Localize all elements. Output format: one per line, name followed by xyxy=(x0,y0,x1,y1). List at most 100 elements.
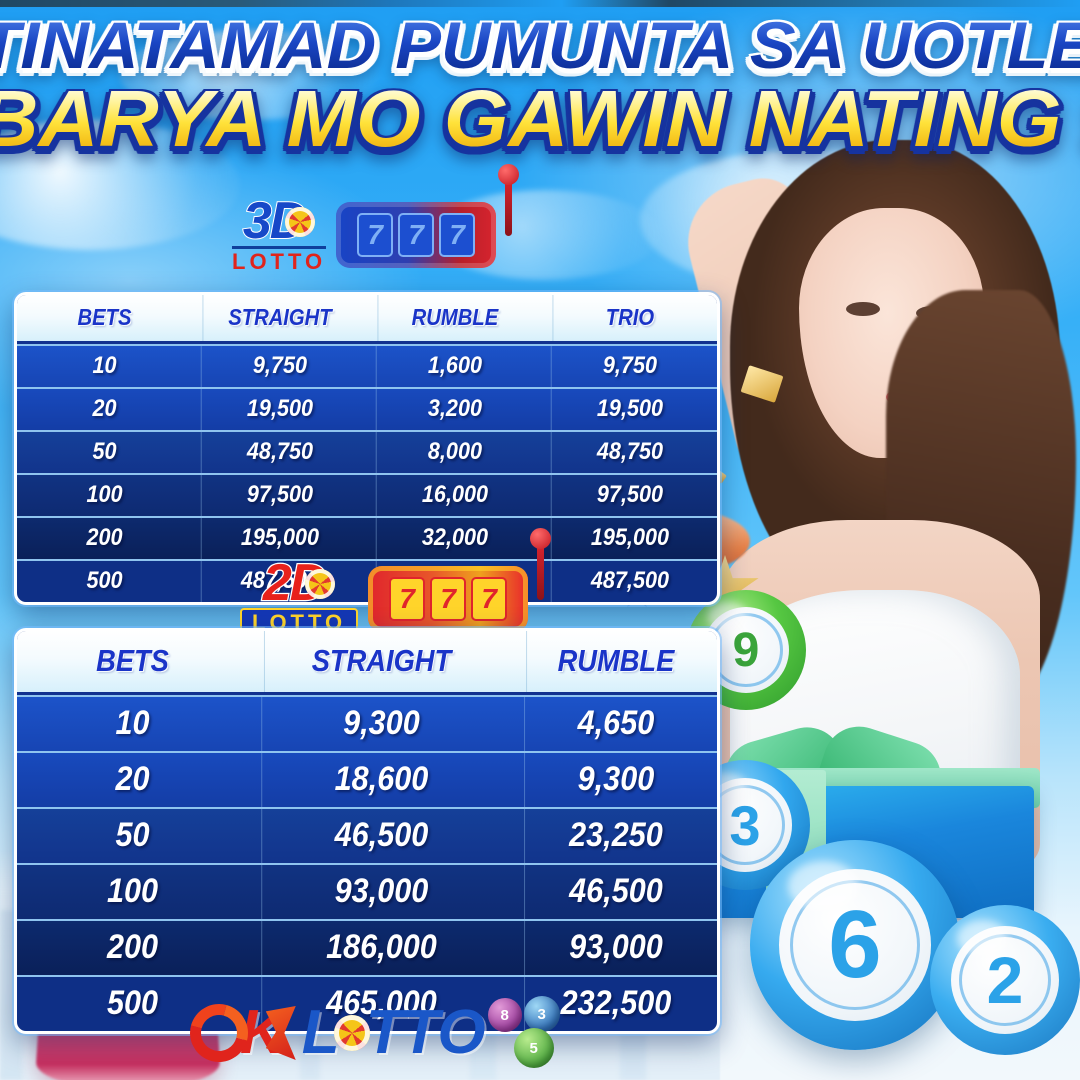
slot-reel: 7 xyxy=(471,576,508,621)
cell-straight: 48,750 xyxy=(200,432,359,473)
column-header-straight: STRAIGHT xyxy=(263,631,498,692)
cell-trio: 195,000 xyxy=(550,518,709,559)
cell-rumble: 3,200 xyxy=(375,389,534,430)
lottery-ball-2: 2 xyxy=(930,905,1080,1055)
cell-trio: 48,750 xyxy=(550,432,709,473)
table-row: 10 9,300 4,650 xyxy=(17,695,717,751)
column-header-rumble: RUMBLE xyxy=(377,295,532,341)
brand-digits-3d: 3D xyxy=(242,194,316,248)
headline-line-2: BARYA MO GAWIN NATING 9,750! xyxy=(0,78,1080,158)
cell-trio: 487,500 xyxy=(550,561,709,602)
lotto-letters-tt: TT xyxy=(365,998,440,1067)
brand-mark-2d: 2D LOTTO xyxy=(240,556,359,638)
oklotto-brand-logo: K L TT O 8 3 5 xyxy=(179,993,572,1073)
philippine-sun-icon xyxy=(285,207,316,238)
cell-rumble: 93,000 xyxy=(524,921,707,975)
cell-rumble: 8,000 xyxy=(375,432,534,473)
cell-bets: 200 xyxy=(106,928,159,966)
column-header-trio: TRIO xyxy=(552,295,707,341)
table-row: 100 93,000 46,500 xyxy=(17,863,717,919)
cell-straight: 9,750 xyxy=(200,346,359,387)
lotto-wordmark: L TT O xyxy=(301,998,486,1067)
logo-3d-lotto: 3D LOTTO 7 7 7 xyxy=(232,164,520,273)
cell-straight: 18,600 xyxy=(261,753,500,807)
philippine-sun-icon xyxy=(305,569,336,600)
slot-reel: 7 xyxy=(389,576,426,621)
model-eye xyxy=(846,302,880,316)
cell-bets: 20 xyxy=(92,395,117,422)
cell-bets: 500 xyxy=(106,984,159,1022)
cell-straight: 195,000 xyxy=(200,518,359,559)
philippine-sun-icon xyxy=(333,1015,370,1051)
slot-reel: 7 xyxy=(357,213,394,258)
cell-bets: 50 xyxy=(115,816,150,854)
slot-reel: 7 xyxy=(439,213,476,258)
brand-mark-3d: 3D LOTTO xyxy=(232,194,327,273)
table-row: 50 46,500 23,250 xyxy=(17,807,717,863)
brand-word-3d: LOTTO xyxy=(232,245,327,273)
cell-straight: 186,000 xyxy=(261,921,500,975)
table-row: 100 97,500 16,000 97,500 xyxy=(17,473,717,516)
slot-machine-3d-icon: 7 7 7 xyxy=(336,164,520,269)
slot-lever-icon xyxy=(498,164,520,237)
mini-lottery-balls: 8 3 5 xyxy=(486,996,572,1070)
cell-trio: 19,500 xyxy=(550,389,709,430)
cell-rumble: 46,500 xyxy=(524,865,707,919)
slot-lever-icon xyxy=(530,527,552,600)
cell-rumble: 4,650 xyxy=(524,697,707,751)
cell-straight: 19,500 xyxy=(200,389,359,430)
headline-block: TINATAMAD PUMUNTA SA UOTLET? BARYA MO GA… xyxy=(0,12,1080,158)
cell-bets: 500 xyxy=(86,567,123,594)
slot-reel: 7 xyxy=(398,213,435,258)
model-photo xyxy=(660,120,1080,1080)
table-row: 50 48,750 8,000 48,750 xyxy=(17,430,717,473)
mini-ball-5: 5 xyxy=(513,1028,554,1068)
column-header-straight: STRAIGHT xyxy=(202,295,357,341)
cell-straight: 9,300 xyxy=(261,697,500,751)
paytable-3d-header: BETS STRAIGHT RUMBLE TRIO xyxy=(17,295,717,344)
brand-digits-2d: 2D xyxy=(262,556,336,610)
cell-bets: 10 xyxy=(92,352,117,379)
paytable-2d: BETS STRAIGHT RUMBLE 10 9,300 4,650 20 1… xyxy=(14,628,720,1034)
table-row: 20 18,600 9,300 xyxy=(17,751,717,807)
cell-bets: 10 xyxy=(115,704,150,742)
top-strip xyxy=(0,0,1080,7)
mini-ball-3: 3 xyxy=(523,996,560,1032)
cell-rumble: 1,600 xyxy=(375,346,534,387)
cell-straight: 46,500 xyxy=(261,809,500,863)
headline-line-1: TINATAMAD PUMUNTA SA UOTLET? xyxy=(0,12,1080,78)
lotto-letter-l: L xyxy=(301,998,340,1067)
cell-bets: 100 xyxy=(86,481,123,508)
cloud-decor xyxy=(120,30,380,120)
paytable-3d: BETS STRAIGHT RUMBLE TRIO 10 9,750 1,600… xyxy=(14,292,720,605)
table-row: 20 19,500 3,200 19,500 xyxy=(17,387,717,430)
table-row: 200 195,000 32,000 195,000 xyxy=(17,516,717,559)
cell-bets: 100 xyxy=(106,872,159,910)
table-row: 200 186,000 93,000 xyxy=(17,919,717,975)
cell-rumble: 9,300 xyxy=(524,753,707,807)
cell-rumble: 23,250 xyxy=(524,809,707,863)
cell-rumble: 16,000 xyxy=(375,475,534,516)
lottery-ball-6: 6 xyxy=(750,840,960,1050)
cell-rumble: 32,000 xyxy=(375,518,534,559)
cell-bets: 200 xyxy=(86,524,123,551)
lottery-ball-number: 2 xyxy=(951,926,1059,1034)
column-header-bets: BETS xyxy=(96,643,169,678)
cell-straight: 93,000 xyxy=(261,865,500,919)
cell-bets: 50 xyxy=(92,438,117,465)
lotto-letter-o: O xyxy=(437,998,485,1067)
column-header-bets: BETS xyxy=(77,304,132,330)
cell-rumble: 232,500 xyxy=(524,977,707,1031)
lottery-ball-number: 6 xyxy=(779,869,931,1021)
paytable-2d-header: BETS STRAIGHT RUMBLE xyxy=(17,631,717,695)
mini-ball-8: 8 xyxy=(487,998,522,1032)
cell-trio: 97,500 xyxy=(550,475,709,516)
cell-trio: 9,750 xyxy=(550,346,709,387)
cell-bets: 20 xyxy=(115,760,150,798)
slot-reel: 7 xyxy=(430,576,467,621)
cloud-decor xyxy=(0,120,240,250)
column-header-rumble: RUMBLE xyxy=(526,631,705,692)
slot-machine-2d-icon: 7 7 7 xyxy=(368,527,552,632)
logo-2d-lotto: 2D LOTTO 7 7 7 xyxy=(240,527,552,638)
